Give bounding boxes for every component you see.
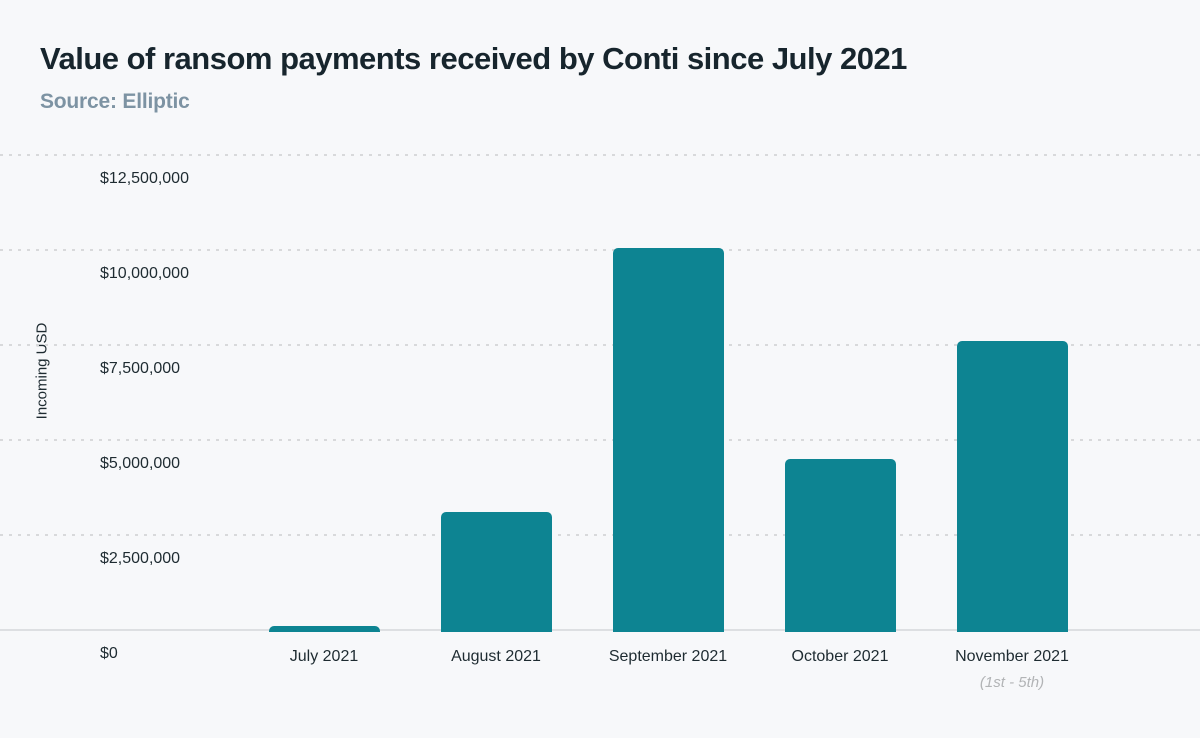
gridline-10-000-000 bbox=[0, 249, 1200, 251]
gridline-7-500-000 bbox=[0, 344, 1200, 346]
x-axis-line bbox=[0, 629, 1200, 631]
xtick-label-august-2021: August 2021 bbox=[451, 648, 541, 665]
bar-august-2021 bbox=[440, 512, 552, 632]
ytick-label-2-500-000: $2,500,000 bbox=[100, 550, 181, 567]
ytick-label-10-000-000: $10,000,000 bbox=[100, 265, 189, 282]
ytick-label-5-000-000: $5,000,000 bbox=[100, 455, 181, 472]
xtick-sublabel-november-2021: (1st - 5th) bbox=[979, 674, 1045, 691]
ytick-label-12-500-000: $12,500,000 bbox=[100, 170, 189, 187]
xtick-label-july-2021: July 2021 bbox=[289, 648, 359, 665]
bar-september-2021 bbox=[612, 248, 724, 632]
gridline-2-500-000 bbox=[0, 534, 1200, 536]
ytick-label-0: $0 bbox=[100, 645, 118, 662]
ytick-label-7-500-000: $7,500,000 bbox=[100, 360, 181, 377]
bar-november-2021 bbox=[956, 341, 1068, 632]
gridline-12-500-000 bbox=[0, 154, 1200, 156]
chart-title: Value of ransom payments received by Con… bbox=[40, 41, 907, 76]
xtick-label-september-2021: September 2021 bbox=[608, 648, 728, 665]
gridline-5-000-000 bbox=[0, 439, 1200, 441]
xtick-label-november-2021: November 2021 bbox=[955, 648, 1069, 665]
bar-october-2021 bbox=[784, 459, 896, 632]
y-axis-title: Incoming USD bbox=[33, 322, 51, 420]
bar-july-2021 bbox=[268, 626, 380, 632]
chart-source: Source: Elliptic bbox=[40, 90, 190, 113]
xtick-label-october-2021: October 2021 bbox=[791, 648, 889, 665]
